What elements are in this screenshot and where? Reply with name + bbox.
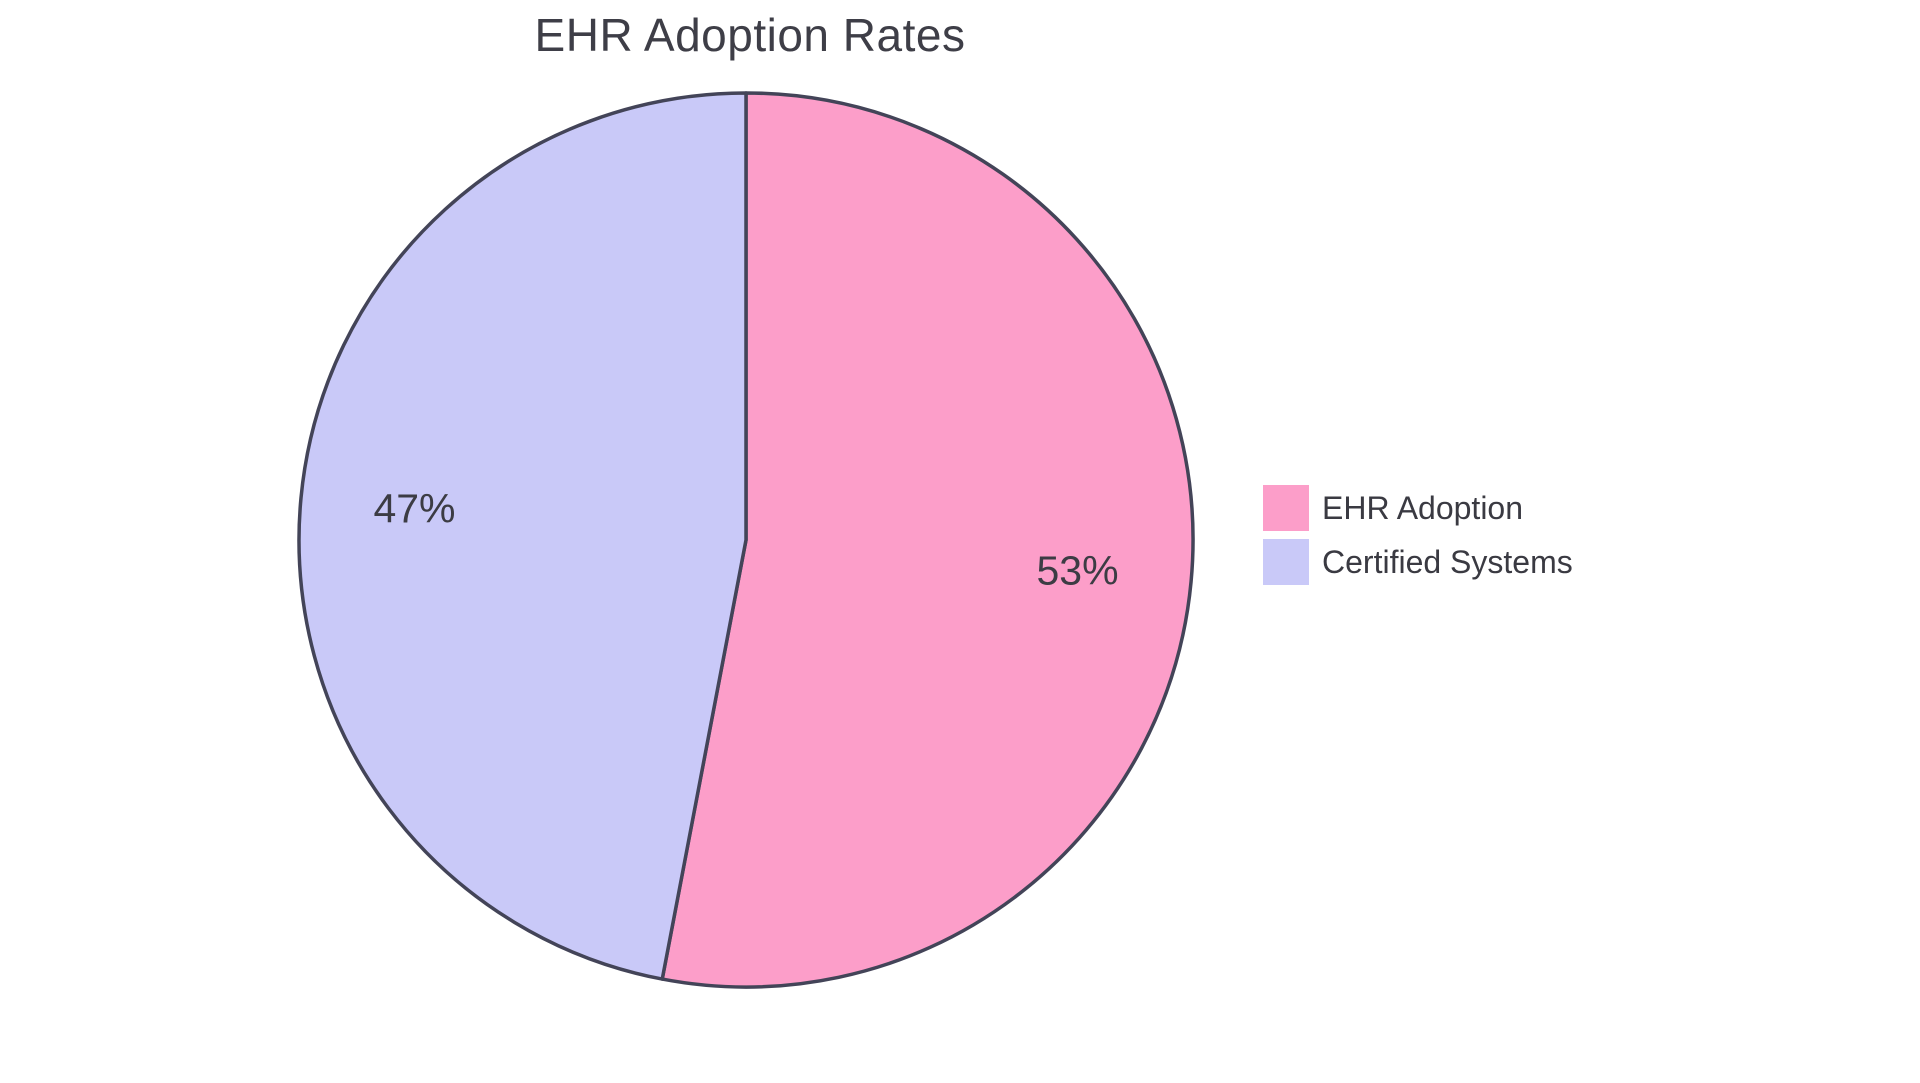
legend-swatch-1	[1263, 539, 1309, 585]
legend-label-0: EHR Adoption	[1322, 489, 1524, 526]
pie-slice-0	[660, 91, 1195, 989]
legend: EHR Adoption Certified Systems	[1263, 485, 1573, 585]
pie-slice-1	[297, 91, 748, 981]
chart-title: EHR Adoption Rates	[534, 9, 966, 61]
legend-label-1: Certified Systems	[1322, 543, 1573, 580]
slice-label-1: 47%	[373, 485, 456, 532]
slice-label-0: 53%	[1036, 547, 1119, 594]
legend-swatch-0	[1263, 485, 1309, 531]
legend-item-1: Certified Systems	[1263, 539, 1573, 585]
legend-item-0: EHR Adoption	[1263, 485, 1573, 531]
